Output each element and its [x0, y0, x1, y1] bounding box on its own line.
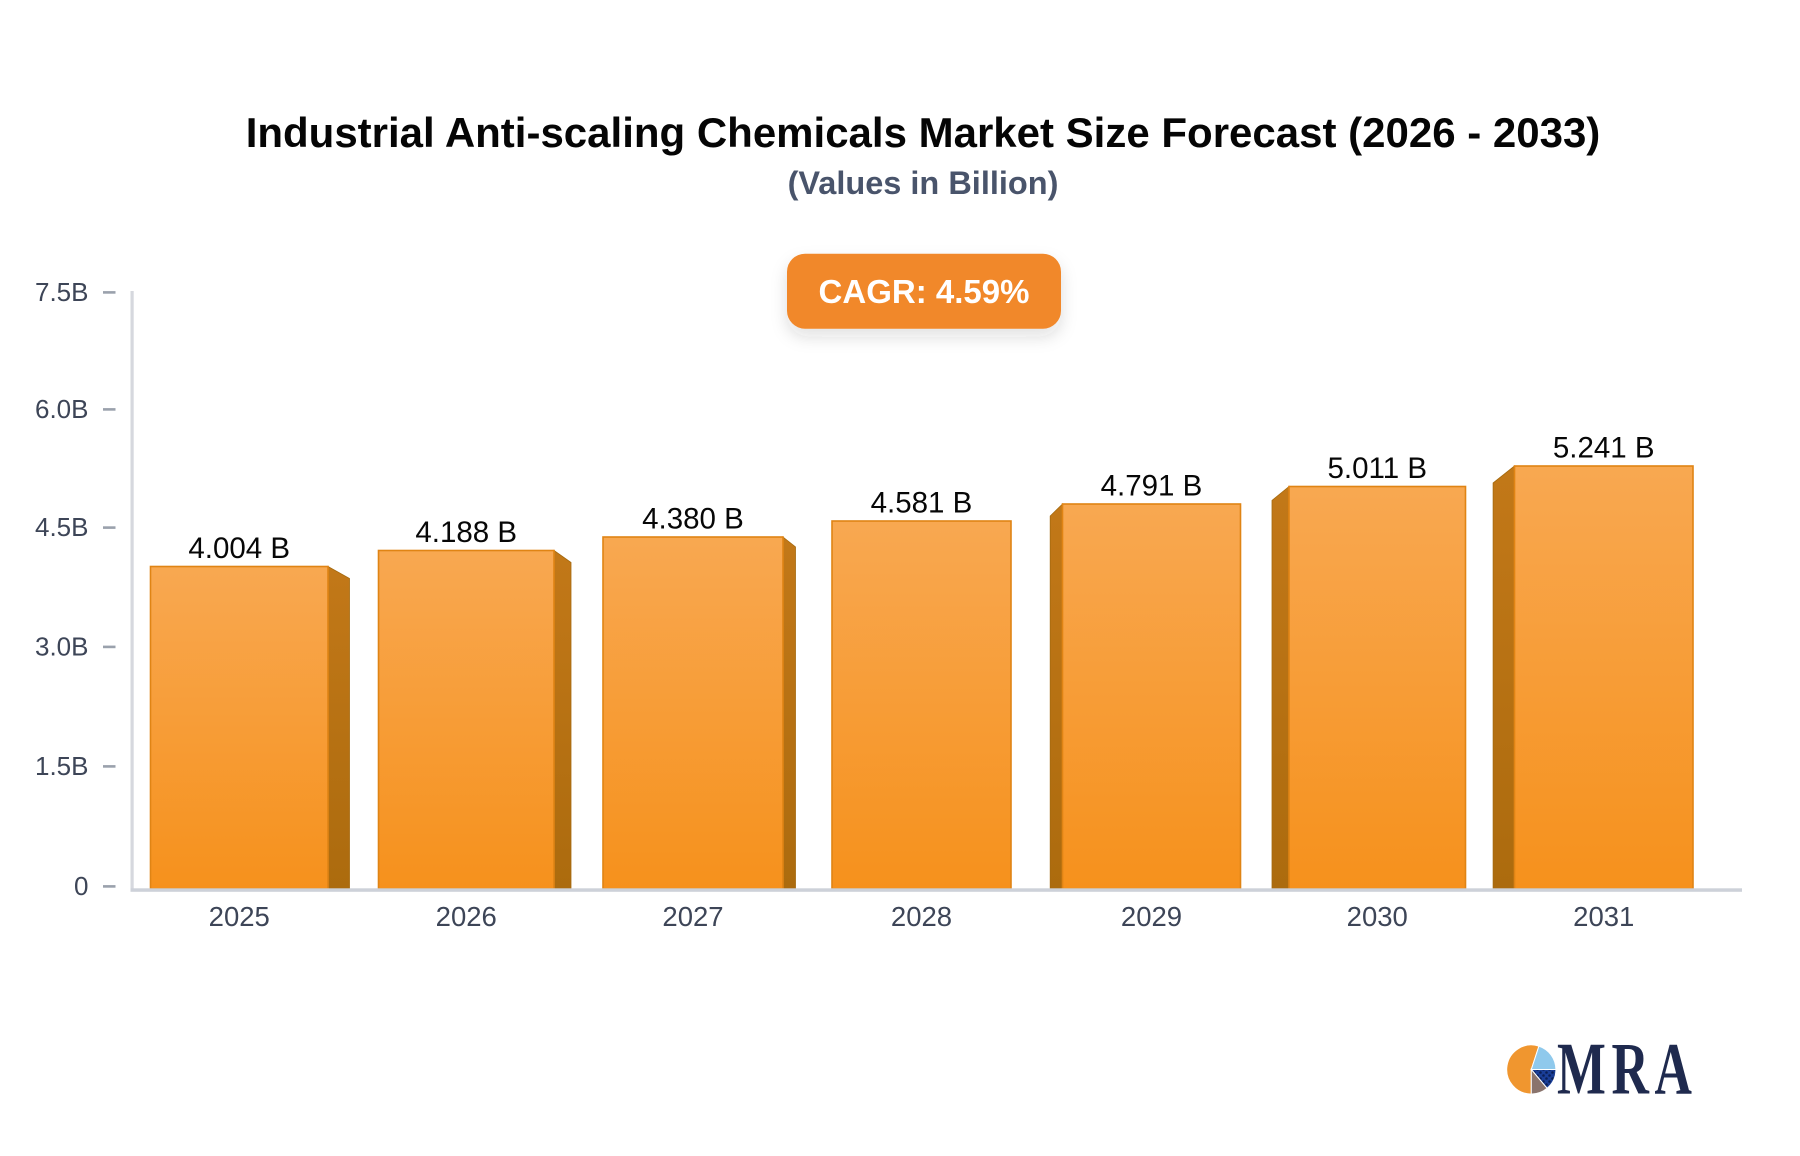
svg-text:2025: 2025 [209, 901, 270, 932]
svg-text:1.5B: 1.5B [35, 751, 89, 781]
svg-text:4.581 B: 4.581 B [871, 487, 973, 520]
svg-text:0: 0 [74, 871, 88, 901]
svg-text:2029: 2029 [1121, 901, 1182, 932]
svg-text:3.0B: 3.0B [35, 632, 89, 662]
svg-text:5.241 B: 5.241 B [1553, 432, 1655, 465]
svg-text:5.011 B: 5.011 B [1327, 452, 1427, 485]
svg-text:2030: 2030 [1347, 901, 1408, 932]
svg-text:2031: 2031 [1573, 901, 1634, 932]
svg-text:CAGR: 4.59%: CAGR: 4.59% [819, 273, 1030, 310]
svg-text:Industrial Anti-scaling Chemic: Industrial Anti-scaling Chemicals Market… [246, 109, 1601, 156]
svg-text:4.791 B: 4.791 B [1101, 470, 1203, 503]
svg-text:7.5B: 7.5B [35, 277, 89, 307]
svg-text:MRA: MRA [1557, 1027, 1697, 1109]
svg-text:2027: 2027 [662, 901, 723, 932]
svg-text:6.0B: 6.0B [35, 394, 89, 424]
svg-text:2026: 2026 [436, 901, 497, 932]
svg-text:4.188 B: 4.188 B [415, 516, 517, 549]
svg-text:4.004 B: 4.004 B [188, 532, 290, 565]
svg-text:4.5B: 4.5B [35, 512, 89, 542]
svg-text:4.380 B: 4.380 B [642, 503, 744, 536]
svg-text:2028: 2028 [891, 901, 952, 932]
svg-text:(Values in Billion): (Values in Billion) [788, 165, 1059, 201]
